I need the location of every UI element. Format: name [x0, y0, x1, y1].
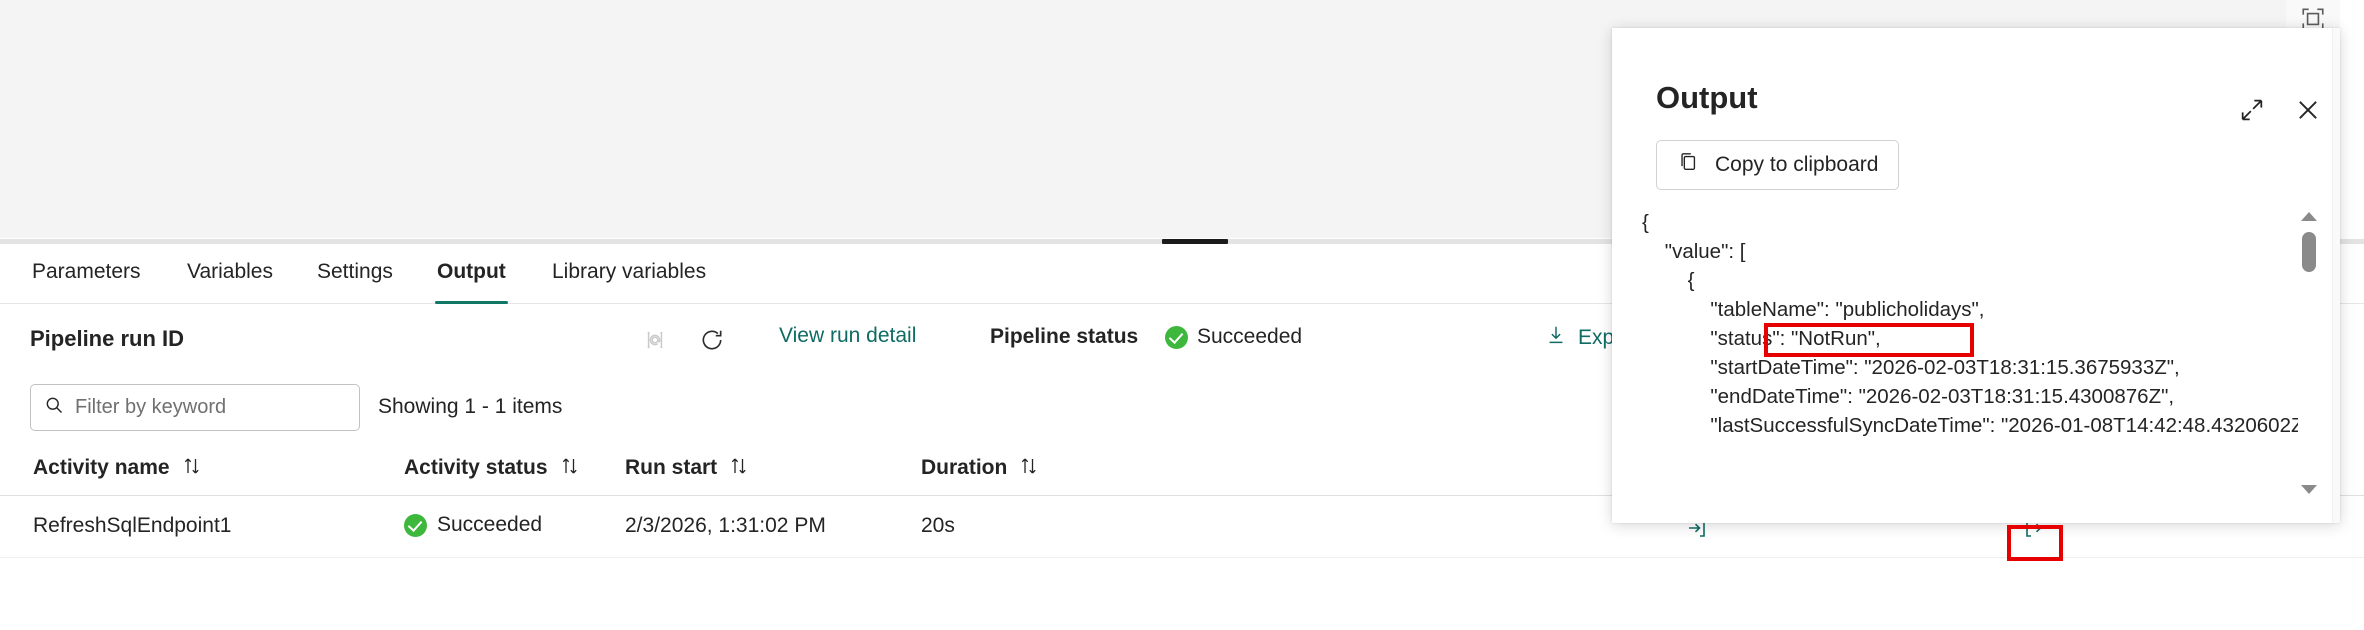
export-button[interactable]: Exp — [1545, 324, 1614, 352]
column-header-activity-name[interactable]: Activity name — [33, 456, 201, 480]
tab-label: Settings — [317, 260, 393, 283]
pipeline-status-text: Succeeded — [1197, 325, 1303, 348]
expand-diagonal-icon[interactable] — [2232, 90, 2272, 130]
export-label: Exp — [1578, 326, 1615, 349]
tab-label: Output — [437, 260, 506, 283]
refresh-icon[interactable] — [692, 320, 732, 360]
splitter-drag-handle[interactable] — [1162, 239, 1228, 244]
json-line-2: "value": [ — [1642, 240, 1746, 263]
panel-right-edge — [2332, 28, 2340, 523]
pipeline-run-id-title: Pipeline run ID — [30, 326, 185, 351]
table-row[interactable]: RefreshSqlEndpoint1 Succeeded 2/3/2026, … — [0, 496, 2364, 558]
copy-button-label: Copy to clipboard — [1715, 153, 1879, 176]
sort-updown-icon — [561, 456, 579, 480]
scrollbar-thumb[interactable] — [2302, 232, 2316, 272]
output-scrollbar[interactable] — [2298, 208, 2320, 498]
column-header-run-start[interactable]: Run start — [625, 456, 748, 480]
json-line-4: "tableName": "publicholidays", — [1642, 298, 1985, 321]
success-check-icon — [404, 513, 427, 537]
activity-status-text: Succeeded — [437, 513, 543, 536]
view-run-detail-link[interactable]: View run detail — [779, 324, 917, 347]
sort-updown-icon — [730, 456, 748, 480]
json-line-5-status: "status": "NotRun", — [1642, 327, 1881, 350]
activity-runs-table: Activity name Activity status — [0, 440, 2364, 558]
output-panel-title: Output — [1656, 80, 1758, 115]
sort-updown-icon — [183, 456, 201, 480]
column-label: Run start — [625, 456, 718, 479]
column-label: Duration — [921, 456, 1008, 479]
cell-activity-status: Succeeded — [404, 513, 542, 537]
tab-settings[interactable]: Settings — [315, 260, 395, 304]
download-icon — [1545, 324, 1567, 352]
copy-to-clipboard-button[interactable]: Copy to clipboard — [1656, 140, 1900, 190]
table-header-row: Activity name Activity status — [0, 440, 2364, 496]
json-line-3: { — [1642, 269, 1695, 292]
pipeline-status-value: Succeeded — [1165, 325, 1302, 349]
output-flyout-panel: Output Copy to clipboard { "val — [1612, 28, 2340, 523]
tab-variables[interactable]: Variables — [185, 260, 275, 304]
tab-label: Parameters — [32, 260, 141, 283]
active-tab-underline — [435, 301, 508, 304]
scroll-up-arrow-icon[interactable] — [2301, 212, 2317, 221]
scroll-down-arrow-icon[interactable] — [2301, 485, 2317, 494]
filter-row: Showing 1 - 1 items — [0, 378, 2364, 440]
pipeline-status-label: Pipeline status — [990, 325, 1139, 348]
success-check-icon — [1165, 325, 1188, 349]
canvas-right-strip — [2340, 0, 2364, 238]
column-header-activity-status[interactable]: Activity status — [404, 456, 579, 480]
tab-output[interactable]: Output — [435, 260, 508, 304]
output-json-viewer[interactable]: { "value": [ { "tableName": "publicholid… — [1638, 208, 2312, 500]
column-label: Activity status — [404, 456, 548, 479]
run-toolbar: Pipeline run ID View run detail Pipeline… — [0, 304, 2364, 378]
at-mention-icon[interactable] — [635, 320, 675, 360]
column-header-duration[interactable]: Duration — [921, 456, 1038, 480]
details-tabbar: Parameters Variables Settings Output Lib… — [0, 246, 2364, 304]
tab-library-variables[interactable]: Library variables — [550, 260, 708, 304]
search-input[interactable] — [75, 396, 346, 419]
copy-icon — [1677, 151, 1699, 179]
cell-duration: 20s — [921, 514, 955, 537]
tab-label: Variables — [187, 260, 273, 283]
tab-label: Library variables — [552, 260, 707, 283]
close-icon[interactable] — [2288, 90, 2328, 130]
column-label: Activity name — [33, 456, 170, 479]
showing-items-count: Showing 1 - 1 items — [378, 395, 563, 418]
json-line-6: "startDateTime": "2026-02-03T18:31:15.36… — [1642, 356, 2180, 379]
json-line-8: "lastSuccessfulSyncDateTime": "2026-01-0… — [1642, 414, 2311, 437]
filter-search-box[interactable] — [30, 384, 360, 431]
json-line-7: "endDateTime": "2026-02-03T18:31:15.4300… — [1642, 385, 2175, 408]
search-icon — [44, 395, 64, 420]
cell-activity-name: RefreshSqlEndpoint1 — [33, 514, 232, 537]
tab-parameters[interactable]: Parameters — [30, 260, 143, 304]
sort-updown-icon — [1020, 456, 1038, 480]
json-line-1: { — [1642, 211, 1649, 234]
cell-run-start: 2/3/2026, 1:31:02 PM — [625, 514, 826, 537]
